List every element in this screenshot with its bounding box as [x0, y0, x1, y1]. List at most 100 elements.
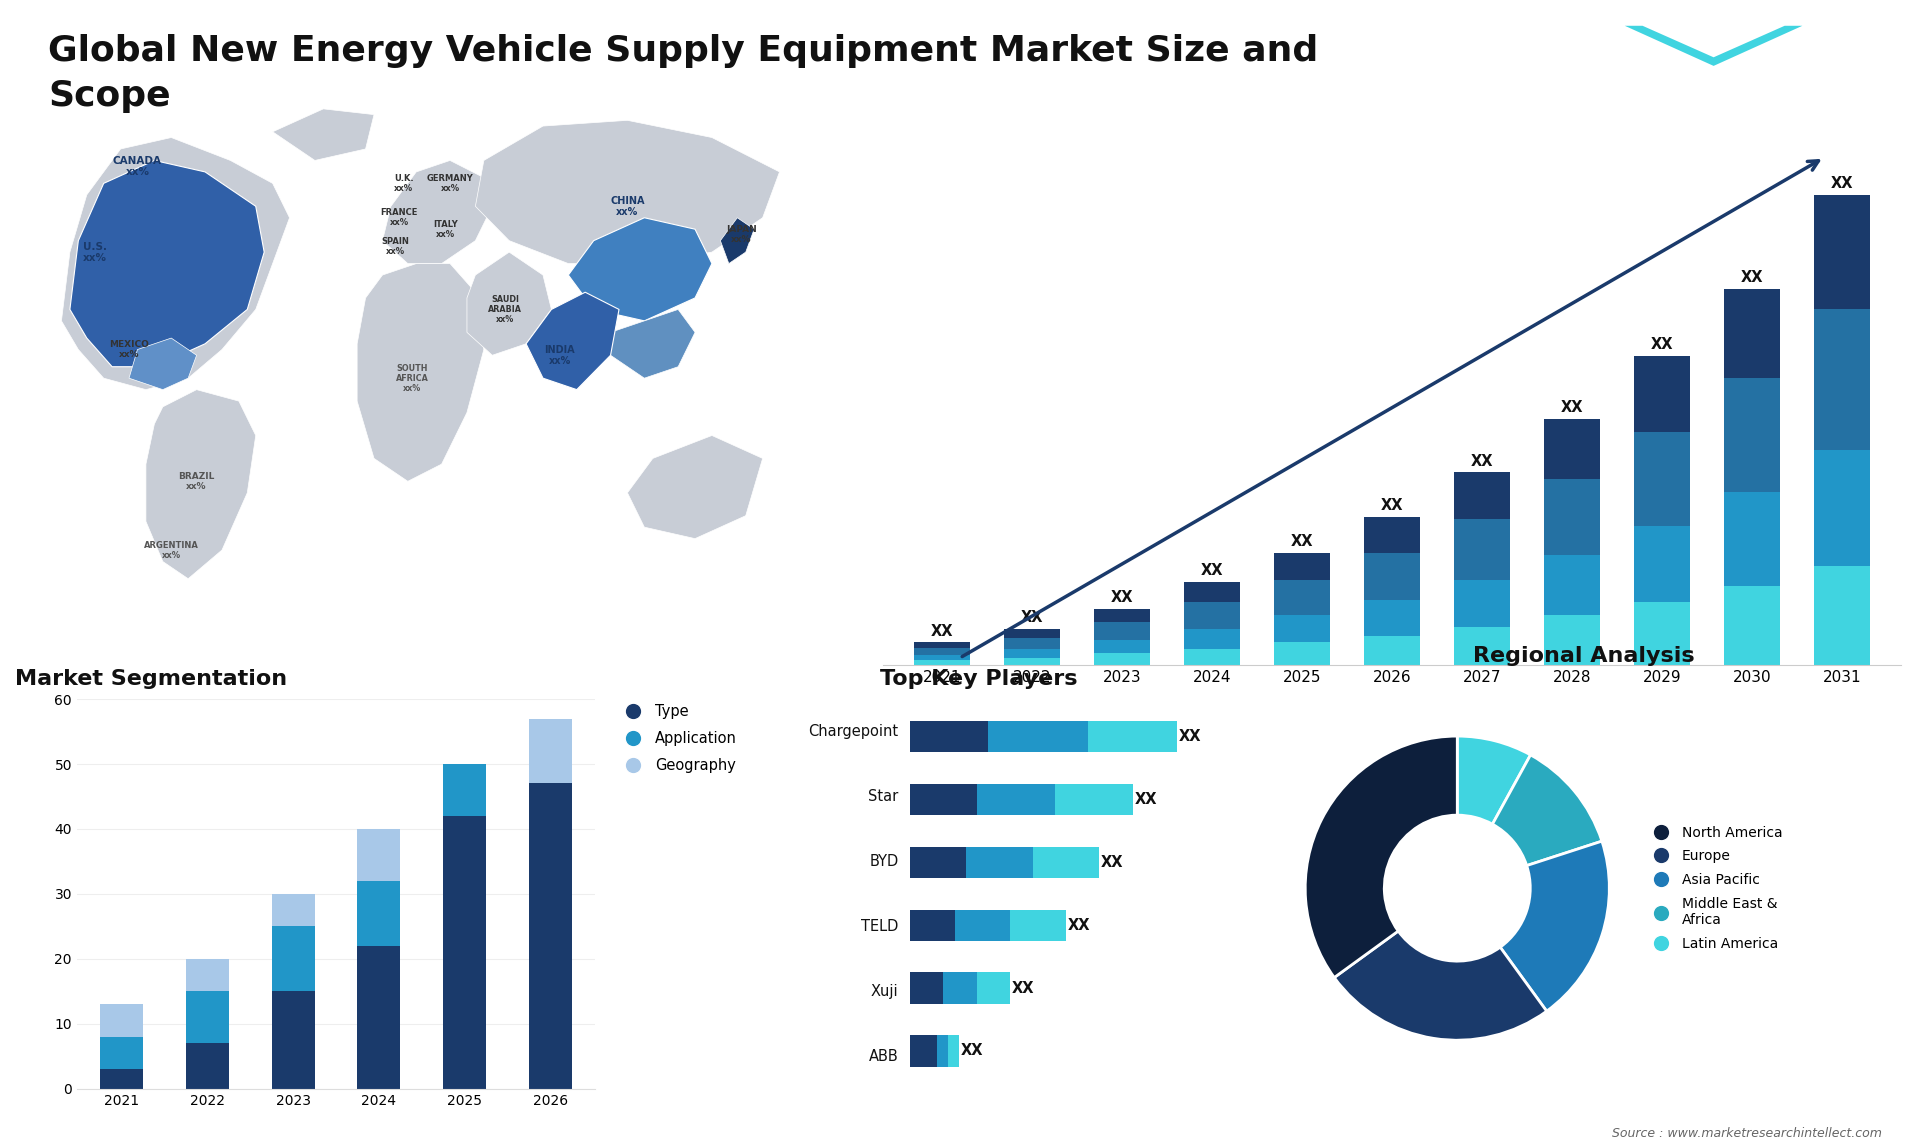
Legend: North America, Europe, Asia Pacific, Middle East &
Africa, Latin America: North America, Europe, Asia Pacific, Mid… — [1642, 821, 1788, 956]
Text: INTELLECT: INTELLECT — [1682, 133, 1745, 142]
Bar — [1094, 622, 1150, 641]
Bar — [1453, 627, 1509, 665]
Bar — [1094, 653, 1150, 665]
Text: Xuji: Xuji — [872, 983, 899, 999]
Bar — [914, 649, 970, 654]
Polygon shape — [611, 309, 695, 378]
Text: Chargepoint: Chargepoint — [808, 724, 899, 739]
Bar — [1544, 418, 1599, 479]
Polygon shape — [568, 218, 712, 321]
Text: MARKET: MARKET — [1686, 91, 1741, 104]
Text: XX: XX — [1021, 611, 1043, 626]
Bar — [100, 1069, 144, 1089]
Text: RESEARCH: RESEARCH — [1678, 111, 1749, 124]
Text: GERMANY
xx%: GERMANY xx% — [426, 174, 474, 193]
Bar — [357, 945, 399, 1089]
Text: XX: XX — [1651, 337, 1674, 353]
Text: ARGENTINA
xx%: ARGENTINA xx% — [144, 541, 198, 559]
Text: XX: XX — [1471, 454, 1494, 469]
Bar — [1814, 195, 1870, 309]
Text: U.K.
xx%: U.K. xx% — [394, 174, 413, 193]
Bar — [914, 654, 970, 660]
Bar — [914, 642, 970, 649]
Text: U.S.
xx%: U.S. xx% — [83, 242, 108, 262]
Bar — [273, 926, 315, 991]
Bar — [186, 959, 228, 991]
Bar — [1634, 356, 1690, 432]
Title: Regional Analysis: Regional Analysis — [1473, 646, 1695, 666]
Bar — [1724, 493, 1780, 587]
Text: INDIA
xx%: INDIA xx% — [545, 345, 576, 366]
Bar — [1724, 289, 1780, 378]
Legend: Type, Application, Geography: Type, Application, Geography — [612, 699, 743, 778]
Text: Global New Energy Vehicle Supply Equipment Market Size and
Scope: Global New Energy Vehicle Supply Equipme… — [48, 34, 1319, 113]
Bar — [1453, 472, 1509, 519]
Polygon shape — [1624, 26, 1803, 65]
Text: XX: XX — [1380, 499, 1404, 513]
Text: XX: XX — [931, 623, 952, 638]
Bar — [1094, 641, 1150, 653]
Text: FRANCE
xx%: FRANCE xx% — [380, 209, 419, 227]
Bar — [1185, 602, 1240, 629]
Bar — [1004, 638, 1060, 649]
Text: BYD: BYD — [870, 854, 899, 869]
Text: XX: XX — [1110, 590, 1133, 605]
Polygon shape — [357, 264, 484, 481]
Polygon shape — [129, 338, 196, 390]
Bar — [273, 991, 315, 1089]
Polygon shape — [146, 390, 255, 579]
Polygon shape — [476, 120, 780, 264]
Polygon shape — [628, 435, 762, 539]
Bar — [914, 660, 970, 665]
Text: TELD: TELD — [862, 919, 899, 934]
Text: XX: XX — [1561, 400, 1584, 415]
Polygon shape — [69, 160, 265, 367]
Bar — [528, 719, 572, 784]
Bar — [1275, 552, 1331, 580]
Bar — [1004, 629, 1060, 638]
Bar — [1275, 580, 1331, 615]
Bar — [1814, 309, 1870, 450]
Bar — [100, 1037, 144, 1069]
Text: MEXICO
xx%: MEXICO xx% — [109, 340, 150, 359]
Bar — [1363, 599, 1421, 636]
Text: XX: XX — [1290, 534, 1313, 549]
Polygon shape — [382, 160, 492, 264]
Bar — [1185, 629, 1240, 649]
Bar — [186, 991, 228, 1043]
Bar — [444, 764, 486, 816]
Polygon shape — [526, 292, 618, 390]
Text: XX: XX — [1200, 564, 1223, 579]
Text: SPAIN
xx%: SPAIN xx% — [382, 237, 409, 256]
Polygon shape — [720, 218, 755, 264]
Text: CHINA
xx%: CHINA xx% — [611, 196, 645, 217]
Bar — [1634, 526, 1690, 602]
Text: ABB: ABB — [870, 1049, 899, 1063]
Bar — [444, 816, 486, 1089]
Bar — [1724, 587, 1780, 665]
Bar — [1544, 615, 1599, 665]
Bar — [357, 829, 399, 881]
Bar — [1814, 450, 1870, 566]
Bar — [1544, 555, 1599, 615]
Bar — [1453, 519, 1509, 580]
Bar — [1185, 649, 1240, 665]
Text: BRAZIL
xx%: BRAZIL xx% — [179, 472, 215, 490]
Bar — [1363, 636, 1421, 665]
Title: Top Key Players: Top Key Players — [881, 669, 1077, 689]
Text: XX: XX — [1741, 270, 1763, 285]
Bar — [1004, 658, 1060, 665]
Polygon shape — [467, 252, 551, 355]
Bar — [273, 894, 315, 926]
Bar — [1634, 602, 1690, 665]
Bar — [1275, 642, 1331, 665]
Text: Star: Star — [868, 788, 899, 804]
Bar — [100, 1004, 144, 1037]
Bar — [1634, 432, 1690, 526]
Text: XX: XX — [1832, 176, 1853, 191]
Bar — [1544, 479, 1599, 555]
Bar — [1185, 582, 1240, 602]
Text: Source : www.marketresearchintellect.com: Source : www.marketresearchintellect.com — [1611, 1128, 1882, 1140]
Bar — [1094, 609, 1150, 622]
Text: Market Segmentation: Market Segmentation — [15, 669, 286, 689]
